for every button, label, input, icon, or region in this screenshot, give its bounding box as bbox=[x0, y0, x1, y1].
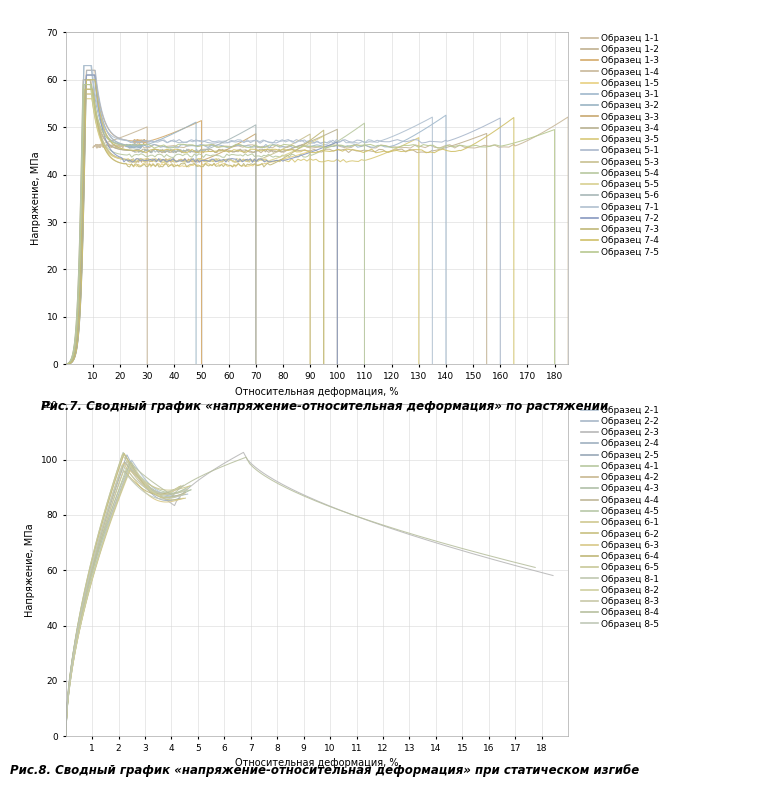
Y-axis label: Напряжение, МПа: Напряжение, МПа bbox=[31, 151, 41, 245]
X-axis label: Относительная деформация, %: Относительная деформация, % bbox=[235, 387, 399, 396]
Y-axis label: Напряжение, МПа: Напряжение, МПа bbox=[26, 523, 36, 617]
X-axis label: Относительная деформация, %: Относительная деформация, % bbox=[235, 758, 399, 769]
Legend: Образец 2-1, Образец 2-2, Образец 2-3, Образец 2-4, Образец 2-5, Образец 4-1, Об: Образец 2-1, Образец 2-2, Образец 2-3, О… bbox=[577, 402, 662, 632]
Text: Рис.8. Сводный график «напряжение-относительная деформация» при статическом изги: Рис.8. Сводный график «напряжение-относи… bbox=[10, 764, 639, 777]
Text: Рис.7. Сводный график «напряжение-относительная деформация» по растяжении: Рис.7. Сводный график «напряжение-относи… bbox=[41, 400, 608, 413]
Legend: Образец 1-1, Образец 1-2, Образец 1-3, Образец 1-4, Образец 1-5, Образец 3-1, Об: Образец 1-1, Образец 1-2, Образец 1-3, О… bbox=[577, 30, 662, 260]
